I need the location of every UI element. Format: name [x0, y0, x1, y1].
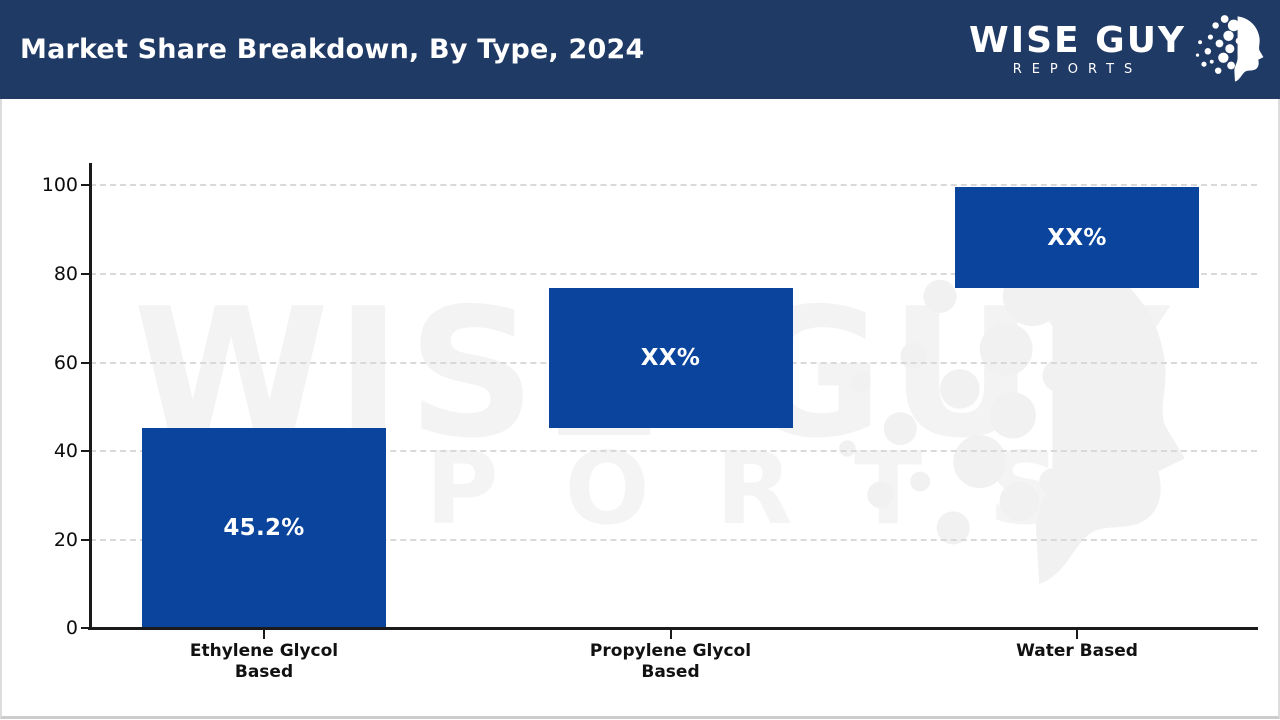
y-tick-mark-60: [81, 361, 89, 364]
y-tick-label-100: 100: [41, 174, 78, 197]
bar-3: XX%: [955, 187, 1199, 289]
x-tick-mark-3: [1076, 630, 1078, 639]
y-tick-label-80: 80: [53, 263, 78, 285]
y-tick-mark-0: [81, 627, 89, 630]
category-label: Ethylene Glycol Based: [104, 641, 424, 683]
bar-2: XX%: [548, 288, 793, 429]
y-axis-line: [89, 163, 92, 629]
y-tick-label-40: 40: [53, 440, 78, 463]
x-axis-line: [88, 627, 1258, 630]
bar-value-label: XX%: [1047, 224, 1107, 251]
category-label: Water Based: [917, 641, 1237, 662]
y-tick-mark-80: [81, 273, 89, 275]
bar-value-label: XX%: [640, 345, 701, 372]
y-tick-mark-20: [81, 538, 89, 541]
category-label-line: Based: [234, 662, 294, 682]
brand-subname: REPORTS: [1012, 62, 1143, 77]
y-tick-label-20: 20: [53, 528, 78, 551]
brand-logo: WISE GUY REPORTS: [969, 9, 1280, 91]
gridline-100: [90, 184, 1257, 187]
brand-logo-text: WISE GUY REPORTS: [968, 20, 1186, 78]
y-tick-label-60: 60: [53, 351, 78, 374]
category-label-line: Water Based: [1016, 641, 1138, 661]
gridline-40: [90, 450, 1257, 453]
gridline-20: [90, 538, 1257, 541]
x-tick-mark-1: [263, 630, 265, 639]
brand-name: WISE GUY: [968, 20, 1186, 61]
chart-title: Market Share Breakdown, By Type, 2024: [20, 34, 645, 65]
x-tick-mark-2: [669, 630, 672, 639]
category-label: Propylene Glycol Based: [511, 641, 831, 683]
y-tick-label-0: 0: [65, 617, 78, 640]
category-label-line: Propylene Glycol: [589, 641, 752, 661]
y-tick-mark-100: [81, 184, 89, 187]
bar-value-label: 45.2%: [223, 515, 305, 542]
category-label-line: Based: [641, 662, 700, 682]
category-label-line: Ethylene Glycol: [189, 641, 339, 661]
y-tick-mark-40: [81, 450, 89, 453]
header: Market Share Breakdown, By Type, 2024 WI…: [0, 0, 1280, 99]
brand-face-icon: [1195, 14, 1264, 82]
bar-1: 45.2%: [142, 428, 386, 629]
gridline-80: [90, 273, 1257, 275]
